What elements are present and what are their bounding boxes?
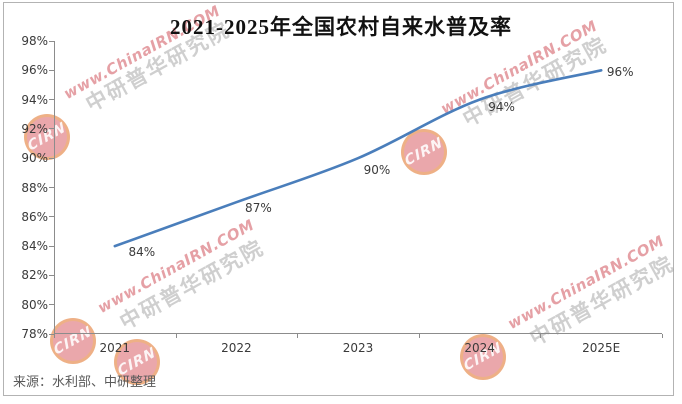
y-axis-tick [49,216,54,218]
y-axis-tick [49,99,54,101]
y-axis-tick [49,304,54,306]
y-axis-label: 86% [21,209,48,224]
y-axis-tick [49,245,54,247]
x-axis-label: 2025E [582,341,621,355]
x-axis-tick [54,334,55,338]
series-line [113,69,603,248]
x-axis-label: 2021 [99,341,131,355]
y-axis-label: 88% [21,180,48,195]
x-axis-tick [297,334,299,338]
cirn-logo-circle: CIRN [50,318,96,364]
y-axis-label: 82% [21,268,48,283]
source-note: 来源：水利部、中研整理 [13,375,157,390]
x-axis-label: 2023 [342,341,374,355]
y-axis-tick [49,333,54,335]
x-axis-tick [540,334,542,338]
y-axis-tick [49,40,54,42]
data-label: 84% [128,245,156,260]
y-axis-label: 80% [21,297,48,312]
cirn-logo-circle: CIRN [460,334,506,380]
data-label: 94% [488,99,515,114]
chart-border [3,2,674,396]
plot-area [54,41,662,334]
x-axis-tick [662,334,663,338]
cirn-logo-circle: CIRN [24,114,70,160]
y-axis-label: 98% [21,34,48,48]
data-label: 87% [245,201,272,216]
y-axis-label: 90% [21,151,48,166]
y-axis-tick [49,157,54,159]
x-axis-label: 2022 [221,341,252,355]
y-axis-label: 94% [21,92,48,107]
y-axis-tick [49,187,54,188]
data-label: 96% [606,65,634,80]
chart-title: 2021-2025年全国农村自来水普及率 [170,15,512,39]
x-axis-label: 2024 [464,341,495,355]
x-axis-tick [175,334,177,338]
data-label: 90% [363,163,391,178]
y-axis-label: 84% [21,239,48,254]
y-axis-tick [49,128,54,130]
y-axis-label: 78% [21,327,48,341]
y-axis-label: 92% [21,121,48,136]
cirn-logo-circle: CIRN [114,339,160,385]
x-axis-tick [418,334,420,338]
y-axis-label: 96% [21,63,48,78]
cirn-logo-circle: CIRN [401,129,447,175]
y-axis-tick [49,69,54,71]
y-axis-tick [49,274,54,276]
